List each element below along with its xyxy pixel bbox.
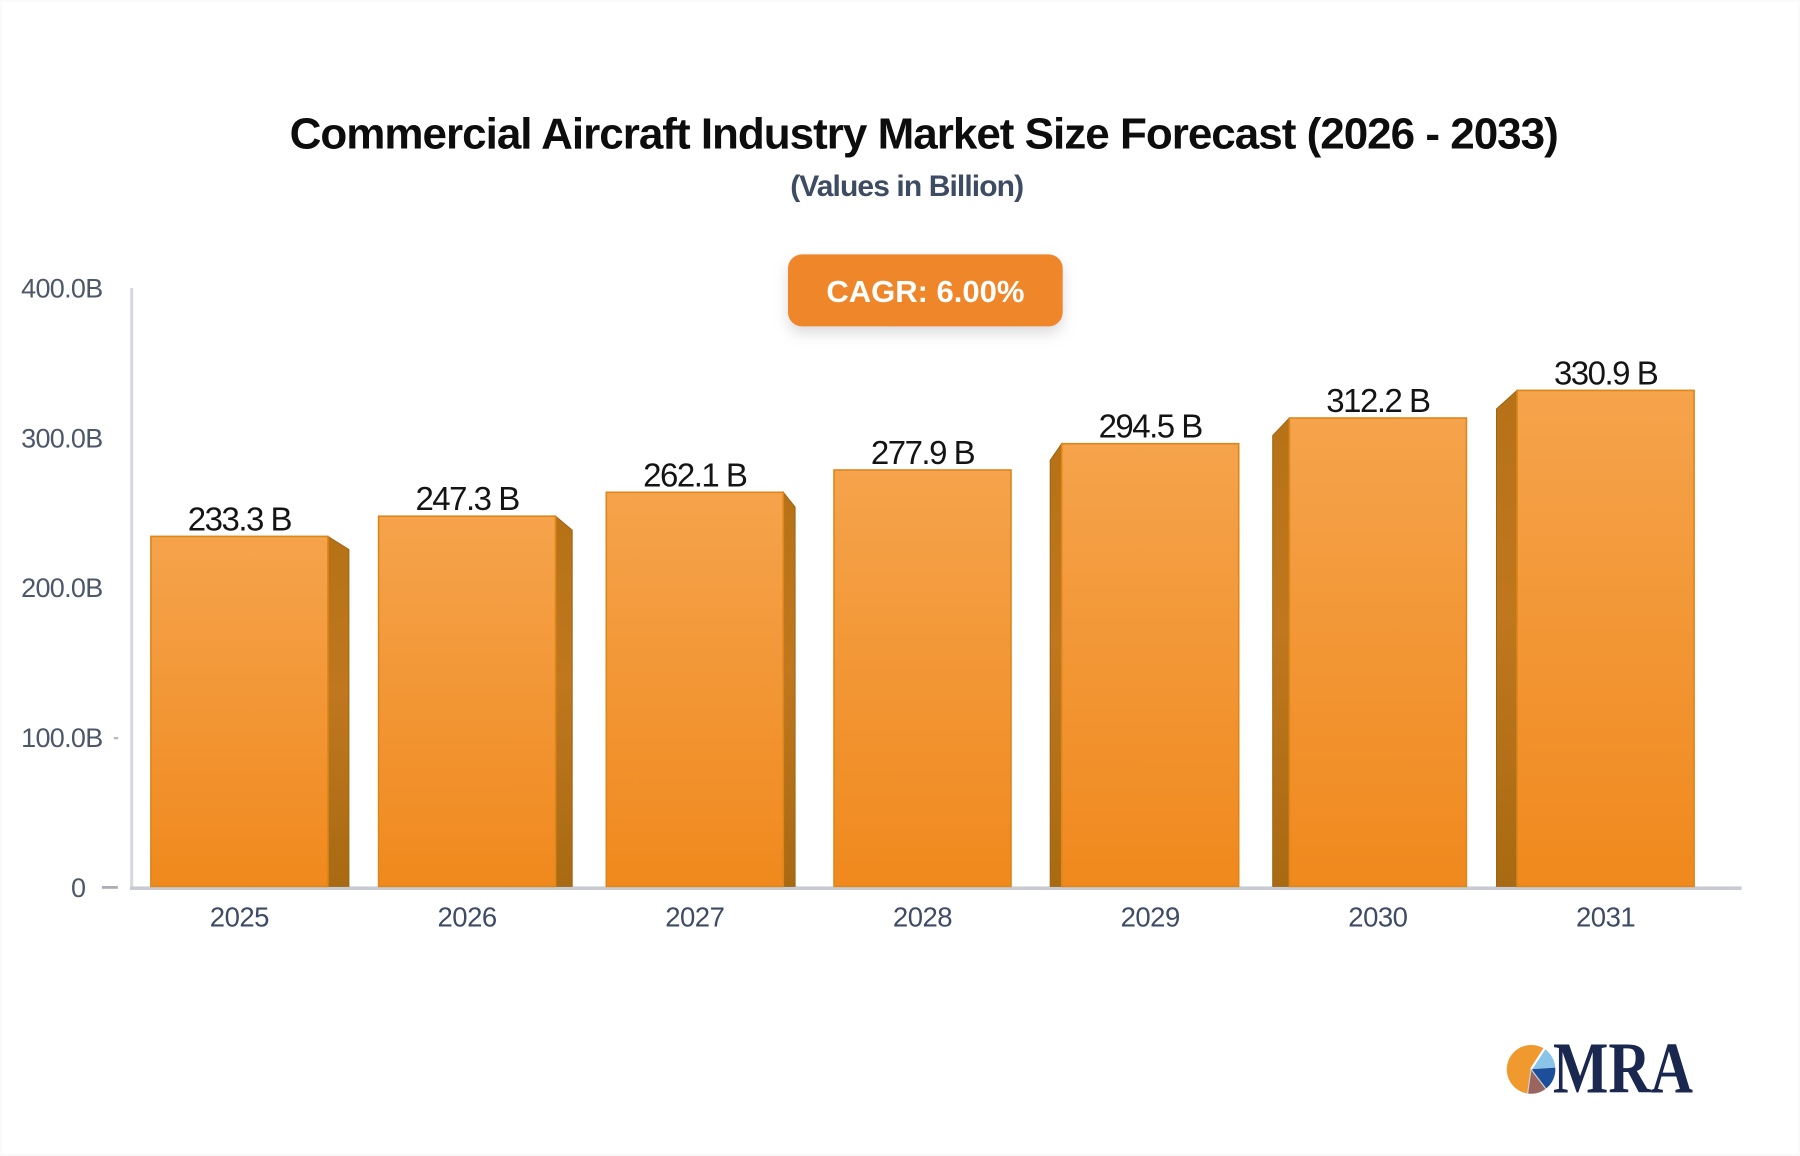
svg-text:330.9 B: 330.9 B (1554, 354, 1658, 391)
svg-text:200.0B: 200.0B (21, 573, 102, 603)
svg-text:247.3 B: 247.3 B (415, 480, 519, 517)
svg-text:312.2 B: 312.2 B (1326, 382, 1430, 419)
svg-text:Commercial Aircraft Industry M: Commercial Aircraft Industry Market Size… (290, 110, 1558, 159)
svg-text:2030: 2030 (1348, 901, 1407, 932)
svg-text:MRA: MRA (1553, 1028, 1693, 1109)
svg-text:300.0B: 300.0B (21, 423, 102, 453)
svg-text:2028: 2028 (893, 901, 952, 932)
svg-text:262.1 B: 262.1 B (643, 456, 747, 493)
svg-text:2029: 2029 (1121, 901, 1180, 932)
svg-text:294.5 B: 294.5 B (1099, 408, 1203, 445)
svg-text:CAGR: 6.00%: CAGR: 6.00% (826, 274, 1024, 309)
svg-text:2027: 2027 (665, 901, 724, 932)
svg-text:0: 0 (71, 873, 85, 903)
svg-text:400.0B: 400.0B (21, 273, 102, 303)
svg-text:100.0B: 100.0B (21, 723, 102, 753)
svg-text:2025: 2025 (210, 901, 269, 932)
svg-text:2031: 2031 (1576, 901, 1635, 932)
svg-text:(Values in Billion): (Values in Billion) (790, 170, 1023, 203)
svg-text:2026: 2026 (438, 901, 497, 932)
svg-text:277.9 B: 277.9 B (871, 434, 975, 471)
svg-text:233.3 B: 233.3 B (188, 500, 292, 537)
